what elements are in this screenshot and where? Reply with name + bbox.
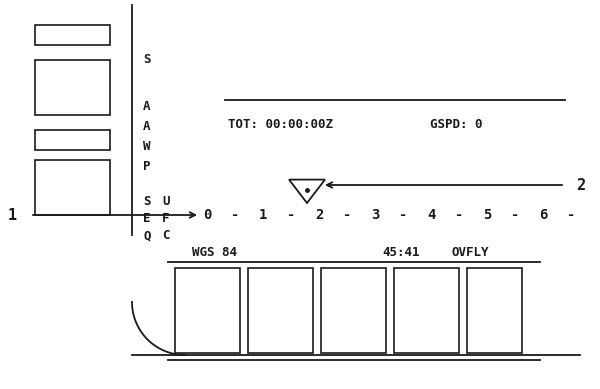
Text: 5: 5 — [483, 208, 491, 222]
Text: 4: 4 — [427, 208, 435, 222]
Bar — [35, 60, 110, 115]
Text: -: - — [287, 208, 295, 222]
Text: -: - — [511, 208, 519, 222]
Text: C: C — [162, 229, 170, 242]
Text: -: - — [455, 208, 463, 222]
Text: U: U — [162, 195, 170, 208]
Text: WGS 84: WGS 84 — [192, 245, 237, 259]
Text: A: A — [143, 100, 151, 113]
Text: A: A — [143, 120, 151, 133]
Text: -: - — [343, 208, 351, 222]
Text: Q: Q — [143, 229, 151, 242]
Bar — [321, 268, 386, 353]
Text: OVFLY: OVFLY — [452, 245, 490, 259]
Text: 2: 2 — [315, 208, 323, 222]
Text: F: F — [162, 212, 170, 225]
Bar — [35, 130, 110, 150]
Text: 3: 3 — [371, 208, 379, 222]
Text: 45:41: 45:41 — [382, 245, 419, 259]
Text: W: W — [143, 140, 151, 153]
Text: 1: 1 — [8, 207, 17, 223]
Text: -: - — [399, 208, 407, 222]
Bar — [35, 25, 110, 45]
Bar — [35, 160, 110, 215]
Bar — [175, 268, 240, 353]
Text: 0: 0 — [203, 208, 211, 222]
Text: TOT: 00:00:00Z: TOT: 00:00:00Z — [228, 118, 333, 131]
Text: S: S — [143, 53, 151, 66]
Text: 6: 6 — [539, 208, 547, 222]
Text: E: E — [143, 212, 151, 225]
Text: P: P — [143, 160, 151, 173]
Text: -: - — [567, 208, 575, 222]
Text: GSPD: 0: GSPD: 0 — [430, 118, 482, 131]
Bar — [394, 268, 459, 353]
Text: S: S — [143, 195, 151, 208]
Text: 2: 2 — [576, 177, 585, 193]
Bar — [248, 268, 313, 353]
Bar — [467, 268, 522, 353]
Text: -: - — [231, 208, 239, 222]
Text: 1: 1 — [259, 208, 267, 222]
